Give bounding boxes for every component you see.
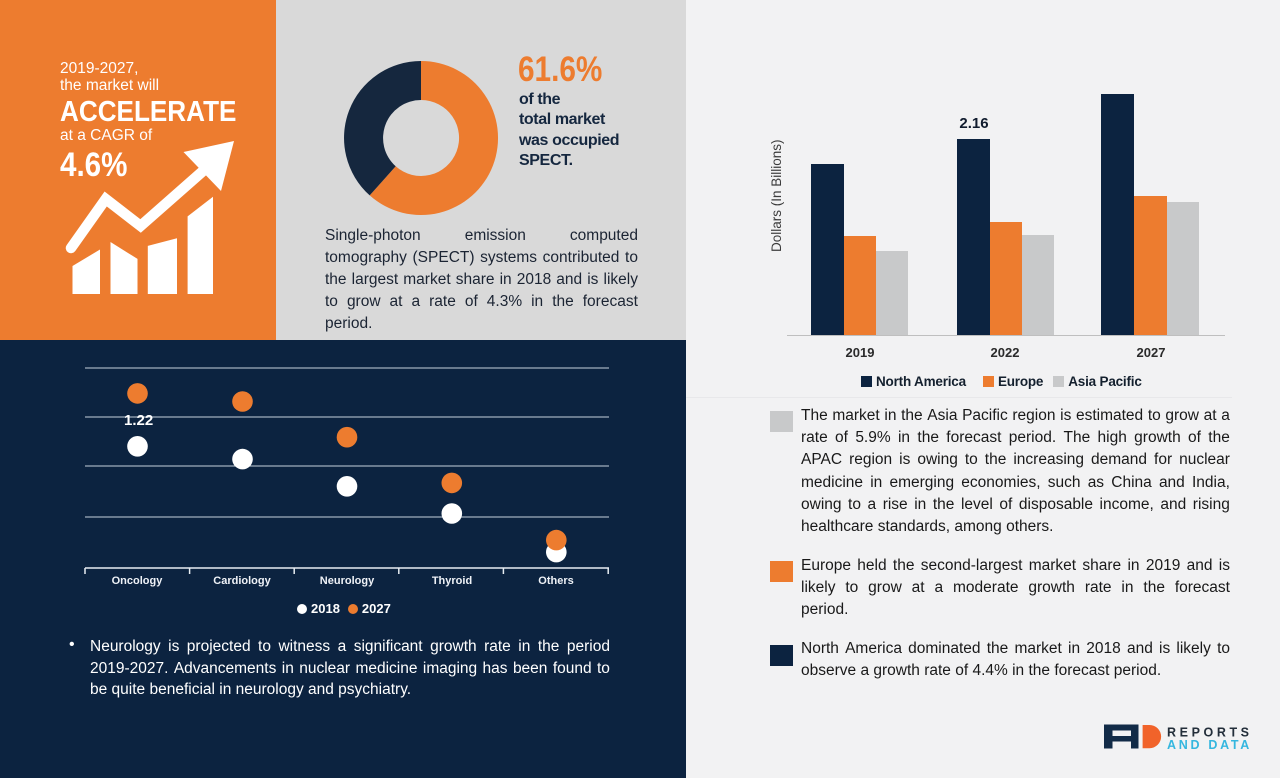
svg-text:AND DATA: AND DATA <box>1167 738 1252 752</box>
svg-text:REPORTS: REPORTS <box>1167 726 1253 740</box>
